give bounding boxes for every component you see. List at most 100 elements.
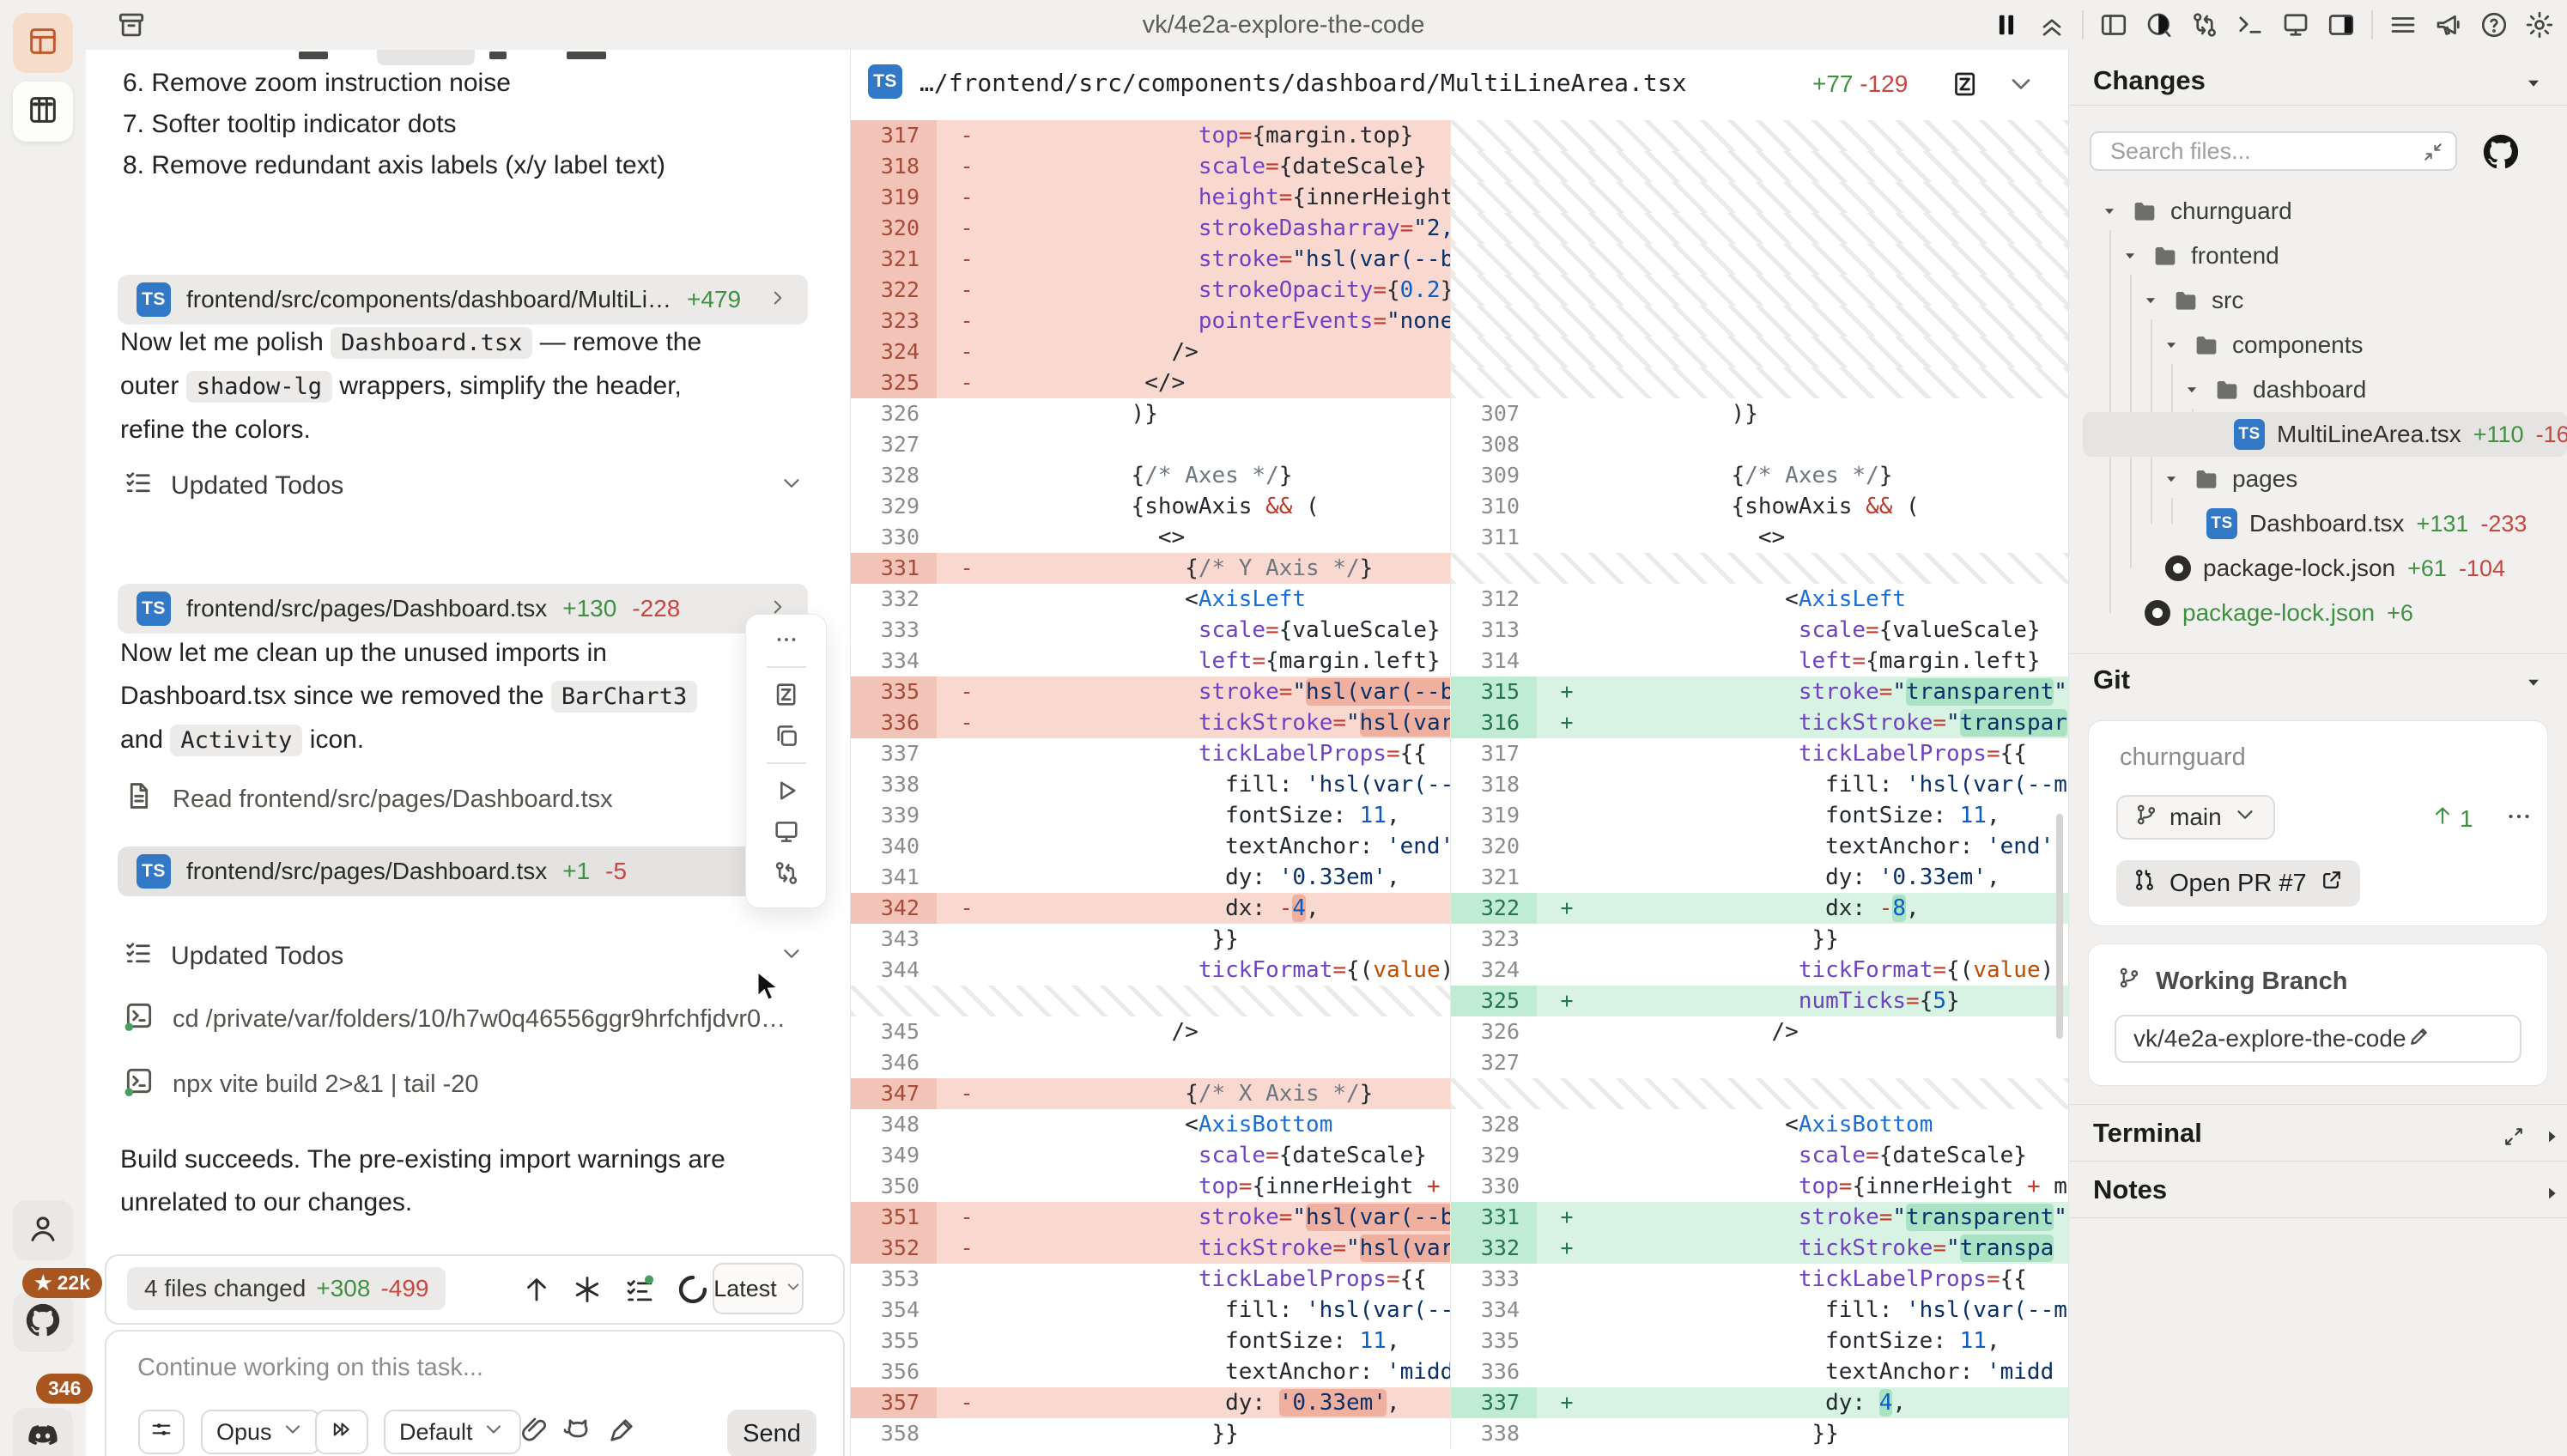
- archive-button[interactable]: [115, 9, 148, 46]
- working-branch-field[interactable]: vk/4e2a-explore-the-code: [2115, 1015, 2521, 1063]
- discord-button[interactable]: [13, 1408, 73, 1456]
- updated-todos-row[interactable]: Updated Todos: [123, 467, 343, 505]
- monitor-icon[interactable]: [772, 817, 801, 846]
- model-dropdown[interactable]: Opus: [201, 1410, 320, 1454]
- files-changed-chip[interactable]: 4 files changed +308 -499: [127, 1267, 446, 1310]
- branch-dropdown[interactable]: main: [2116, 795, 2275, 840]
- copy-icon[interactable]: [772, 721, 801, 750]
- megaphone-icon[interactable]: [2433, 9, 2464, 40]
- search-input[interactable]: [2109, 137, 2395, 166]
- tree-folder-frontend[interactable]: frontend: [2069, 234, 2567, 278]
- monitor-icon[interactable]: [2280, 9, 2311, 40]
- pen-icon[interactable]: [606, 1415, 637, 1450]
- diff-new-line: 338 }}: [1451, 1418, 2068, 1449]
- collapse-git-icon[interactable]: [2522, 671, 2545, 698]
- pause-icon[interactable]: [1991, 9, 2022, 40]
- chevron-right-icon[interactable]: [767, 287, 789, 313]
- expand-notes-icon[interactable]: [2540, 1181, 2564, 1210]
- scroll-up-icon[interactable]: [520, 1273, 553, 1310]
- caret-down-icon[interactable]: [2162, 336, 2181, 355]
- caret-down-icon[interactable]: [2100, 202, 2119, 221]
- diff-scrollbar-thumb[interactable]: [2056, 814, 2063, 1039]
- tree-folder-components[interactable]: components: [2069, 323, 2567, 367]
- open-pr-button[interactable]: Open PR #7: [2116, 860, 2360, 907]
- todos-status-icon[interactable]: [623, 1273, 656, 1310]
- kanban-tab-button[interactable]: [13, 82, 73, 142]
- terminal-command-row[interactable]: npx vite build 2>&1 | tail -20: [123, 1065, 479, 1104]
- caret-down-icon[interactable]: [2162, 470, 2181, 488]
- file-change-chip[interactable]: TSfrontend/src/pages/Dashboard.tsx+1-5: [118, 846, 808, 896]
- tree-file-package-lock.json[interactable]: package-lock.json+6: [2069, 591, 2567, 635]
- chevron-down-icon[interactable]: [779, 941, 804, 971]
- diff-sign: +: [1537, 1233, 1597, 1264]
- line-number: 328: [851, 460, 937, 491]
- tree-file-package-lock.json[interactable]: package-lock.json+61-104: [2069, 546, 2567, 591]
- github-repo-icon[interactable]: [2483, 134, 2519, 174]
- caret-down-icon[interactable]: [2182, 380, 2201, 399]
- code-text: scale={dateScale}: [997, 151, 1450, 182]
- chevron-down-icon[interactable]: [779, 470, 804, 500]
- fast-forward-button[interactable]: [315, 1410, 368, 1454]
- expand-terminal-icon[interactable]: [2502, 1125, 2526, 1153]
- repo-menu-icon[interactable]: [2503, 800, 2535, 837]
- tree-folder-pages[interactable]: pages: [2069, 457, 2567, 501]
- folder-name: src: [2212, 287, 2243, 314]
- chat-diff-icon[interactable]: [2144, 9, 2175, 40]
- dots-icon[interactable]: [772, 625, 801, 654]
- chevron-down-icon[interactable]: [2006, 69, 2036, 104]
- code-text: scale={dateScale}: [1597, 1140, 2068, 1171]
- collapse-changes-icon[interactable]: [2522, 72, 2545, 99]
- diff-view-icon[interactable]: [1950, 69, 1981, 104]
- github-button[interactable]: [13, 1292, 73, 1352]
- play-icon[interactable]: [772, 776, 801, 805]
- diff-sign: -: [937, 893, 997, 924]
- stamp-icon[interactable]: [772, 680, 801, 709]
- diff-new-line: 321 dy: '0.33em',: [1451, 862, 2068, 893]
- todo-list-item: 6. Remove zoom instruction noise: [123, 69, 511, 98]
- panel-right-icon[interactable]: [2326, 9, 2357, 40]
- code-text: />: [1597, 1016, 2068, 1047]
- terminal-command-row[interactable]: cd /private/var/folders/10/h7w0q46556ggr…: [123, 999, 786, 1039]
- menu-icon[interactable]: [2388, 9, 2418, 40]
- diff-sign: [1537, 1264, 1597, 1295]
- caret-down-icon[interactable]: [2141, 291, 2160, 310]
- line-number: 325: [851, 367, 937, 398]
- composer-input[interactable]: Continue working on this task...: [137, 1354, 483, 1382]
- updated-todos-row[interactable]: Updated Todos: [123, 937, 343, 975]
- git-compare-icon[interactable]: [772, 858, 801, 888]
- tree-file-Dashboard.tsx[interactable]: TSDashboard.tsx+131-233: [2069, 501, 2567, 546]
- latest-dropdown[interactable]: Latest: [713, 1263, 804, 1314]
- file-change-chip[interactable]: TSfrontend/src/pages/Dashboard.tsx+130-2…: [118, 584, 808, 634]
- settings-sliders-button[interactable]: [138, 1410, 185, 1454]
- file-change-chip[interactable]: TSfrontend/src/components/dashboard/Mult…: [118, 275, 808, 325]
- diff-new-line: 331+ stroke="transparent": [1451, 1202, 2068, 1233]
- cat-icon[interactable]: [562, 1415, 593, 1450]
- tree-folder-src[interactable]: src: [2069, 278, 2567, 323]
- terminal-prompt-icon[interactable]: [2235, 9, 2266, 40]
- diff-panel: TS …/frontend/src/components/dashboard/M…: [850, 50, 2069, 1456]
- account-button[interactable]: [13, 1200, 73, 1260]
- changes-section-title: Changes: [2093, 65, 2206, 96]
- tree-folder-churnguard[interactable]: churnguard: [2069, 189, 2567, 234]
- diff-sign: [937, 1418, 997, 1449]
- spark-icon[interactable]: [571, 1273, 604, 1310]
- diff-content[interactable]: 317- top={margin.top}318- scale={dateSca…: [851, 120, 2068, 1449]
- git-compare-icon[interactable]: [2189, 9, 2220, 40]
- read-file-row[interactable]: Read frontend/src/pages/Dashboard.tsx: [123, 780, 613, 819]
- expand-section-icon[interactable]: [2540, 1125, 2564, 1153]
- send-button[interactable]: Send: [727, 1410, 816, 1456]
- diff-file-path: …/frontend/src/components/dashboard/Mult…: [919, 69, 1686, 97]
- tree-file-MultiLineArea.tsx[interactable]: TSMultiLineArea.tsx+110-162: [2083, 412, 2567, 457]
- attach-icon[interactable]: [519, 1415, 549, 1450]
- caret-down-icon[interactable]: [2121, 246, 2139, 265]
- panel-left-icon[interactable]: [2098, 9, 2129, 40]
- code-text: }}: [997, 1418, 1450, 1449]
- gear-icon[interactable]: [2524, 9, 2555, 40]
- mode-dropdown[interactable]: Default: [384, 1410, 521, 1454]
- layout-tab-button[interactable]: [13, 13, 73, 73]
- help-circle-icon[interactable]: [2479, 9, 2509, 40]
- tree-folder-dashboard[interactable]: dashboard: [2069, 367, 2567, 412]
- edit-branch-icon[interactable]: [2406, 1023, 2432, 1055]
- chevrons-up-icon[interactable]: [2036, 9, 2067, 40]
- collapse-tree-icon[interactable]: [2421, 140, 2445, 168]
